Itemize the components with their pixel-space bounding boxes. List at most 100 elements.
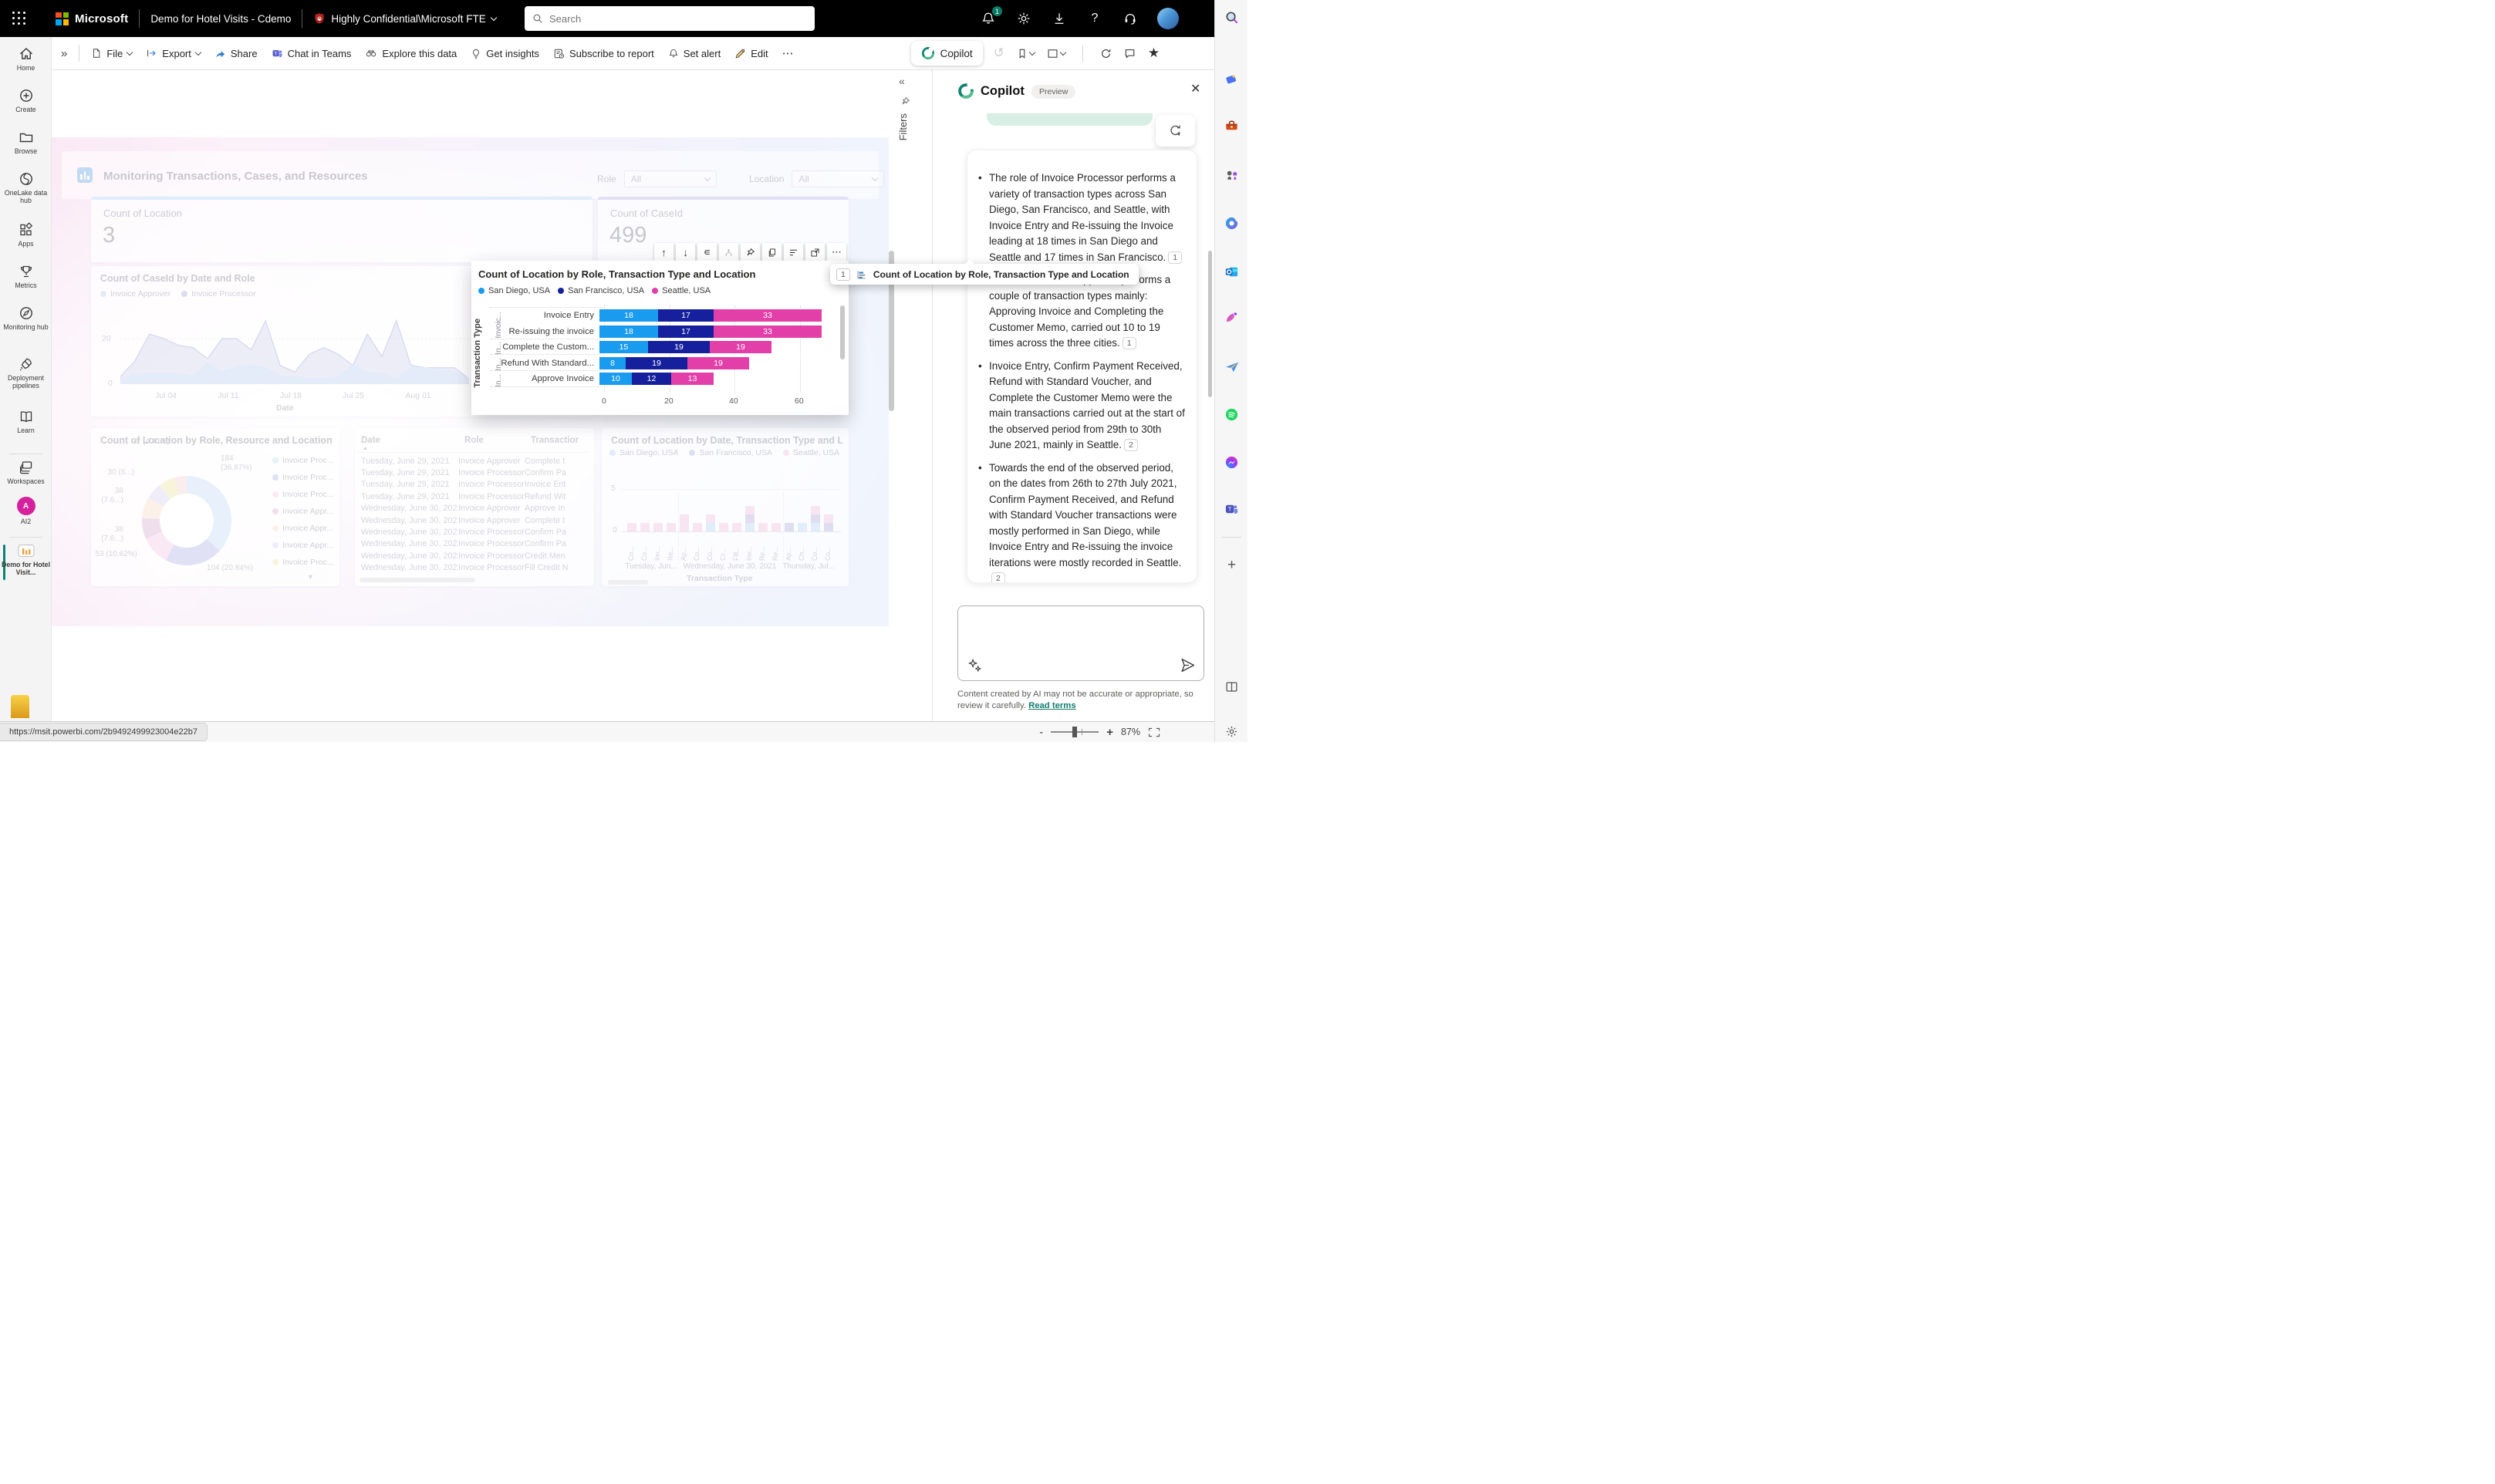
column-bar[interactable]	[730, 523, 743, 531]
column-bar[interactable]	[743, 506, 756, 531]
split-screen-icon[interactable]	[1224, 679, 1240, 695]
legend-item[interactable]: San Diego, USA	[478, 286, 550, 295]
pin-icon[interactable]	[900, 96, 910, 106]
app-launcher-icon[interactable]	[12, 12, 26, 25]
legend-more-icon[interactable]: ▼	[307, 573, 314, 581]
sidebar-item-ai2-workspace[interactable]: A AI2	[0, 497, 52, 525]
arrow-up-icon[interactable]: ↑	[654, 243, 674, 261]
sidebar-item-deployment-pipelines[interactable]: Deployment pipelines	[0, 356, 52, 390]
bar-segment[interactable]: 12	[632, 373, 671, 386]
sparkle-icon[interactable]	[967, 658, 982, 673]
location-filter-dropdown[interactable]: All	[792, 170, 885, 187]
copy-visual-icon[interactable]	[762, 243, 782, 261]
table-row[interactable]: Wednesday, June 30, 2021 Invoice Processo…	[361, 551, 566, 561]
column-chart-card[interactable]: Count of Location by Date, Transaction T…	[602, 428, 849, 586]
download-button[interactable]	[1051, 10, 1068, 27]
bar-segment[interactable]: 18	[599, 309, 658, 322]
drop-icon[interactable]	[1224, 358, 1240, 374]
drill-down-icon[interactable]: ∊	[697, 243, 717, 261]
column-bar[interactable]	[651, 523, 664, 531]
shopping-icon[interactable]	[1224, 71, 1240, 87]
column-bar[interactable]	[717, 523, 730, 531]
sidebar-item-home[interactable]: Home	[0, 46, 52, 72]
bar-segment[interactable]: 17	[658, 309, 714, 322]
refresh-button[interactable]	[1100, 48, 1112, 59]
legend-item[interactable]: Invoice Proc...	[272, 473, 333, 482]
citation-tooltip[interactable]: 1 Count of Location by Role, Transaction…	[830, 259, 1139, 285]
add-sidebar-item-icon[interactable]: +	[1227, 556, 1237, 573]
sidebar-item-monitoring-hub[interactable]: Monitoring hub	[0, 305, 52, 331]
sidebar-item-current-report[interactable]: Demo for Hotel Visit...	[0, 543, 52, 576]
citation-chip[interactable]: 1	[1122, 337, 1136, 349]
column-bar[interactable]	[690, 523, 704, 531]
table-row[interactable]: Wednesday, June 30, 2021 Invoice Approver…	[361, 515, 566, 525]
legend-item[interactable]: San Diego, USA	[609, 448, 678, 457]
messenger-icon[interactable]	[1224, 454, 1240, 470]
arrow-down-icon[interactable]: ↓	[676, 243, 695, 261]
kpi-card-count-of-location[interactable]: Count of Location 3	[91, 197, 593, 262]
sidebar-item-apps[interactable]: Apps	[0, 222, 52, 248]
toolbar-overflow-button[interactable]: ⋯	[782, 47, 795, 60]
regenerate-button[interactable]	[1156, 115, 1195, 147]
copilot-scrollbar[interactable]	[1208, 251, 1212, 397]
sensitivity-label[interactable]: Highly Confidential\Microsoft FTE	[313, 12, 497, 25]
sidebar-item-browse[interactable]: Browse	[0, 130, 52, 155]
help-button[interactable]: ?	[1091, 12, 1099, 25]
table-row[interactable]: Wednesday, June 30, 2021 Invoice Processo…	[361, 539, 567, 549]
table-row[interactable]: Wednesday, June 30, 2021 Invoice Processo…	[361, 528, 567, 538]
bar-segment[interactable]: 33	[714, 309, 822, 322]
get-insights-button[interactable]: Get insights	[464, 43, 546, 64]
donut-chart-card[interactable]: Count of Location by Role, Resource and …	[91, 428, 339, 586]
notifications-button[interactable]: 1	[980, 5, 1003, 27]
sidebar-item-learn[interactable]: Learn	[0, 409, 52, 434]
bar-segment[interactable]: 10	[599, 373, 632, 386]
column-bar[interactable]	[756, 523, 769, 531]
games-icon[interactable]	[1224, 167, 1240, 184]
legend-item[interactable]: Invoice Appr...	[272, 507, 333, 516]
column-bar[interactable]	[769, 523, 782, 531]
column-horizontal-scrollbar[interactable]	[608, 580, 648, 585]
bar-segment[interactable]: 8	[599, 356, 626, 369]
bar-segment[interactable]: 17	[658, 325, 714, 338]
microsoft-365-icon[interactable]	[1224, 215, 1240, 231]
teams-sidebar-icon[interactable]: T	[1224, 501, 1240, 518]
column-bar[interactable]	[664, 523, 677, 531]
copilot-input[interactable]	[966, 612, 1196, 654]
bar-segment[interactable]: 13	[671, 373, 714, 386]
legend-item[interactable]: San Francisco, USA	[558, 286, 644, 295]
user-avatar[interactable]	[1157, 8, 1179, 29]
read-terms-link[interactable]: Read terms	[1028, 700, 1076, 710]
legend-item[interactable]: Invoice Proc...	[272, 456, 333, 465]
column-bar[interactable]	[795, 523, 809, 531]
citation-chip[interactable]: 1	[1168, 251, 1183, 264]
popup-chart-scrollbar[interactable]	[840, 305, 845, 359]
comments-button[interactable]	[1124, 48, 1136, 59]
table-card[interactable]: Date Role Transactior ▲ Tuesday, June 29…	[355, 428, 594, 586]
table-row[interactable]: Tuesday, June 29, 2021 Invoice Processor C…	[361, 468, 567, 478]
filters-pane-label[interactable]: Filters	[897, 113, 909, 141]
edit-button[interactable]: Edit	[728, 43, 775, 64]
bar-segment[interactable]: 19	[687, 356, 749, 369]
sidebar-item-metrics[interactable]: Metrics	[0, 264, 52, 289]
expand-filters-icon[interactable]: «	[899, 75, 905, 87]
sidebar-item-onelake[interactable]: OneLake data hub	[0, 171, 52, 204]
tools-icon[interactable]	[1224, 117, 1240, 133]
focused-visual-popup[interactable]: Count of Location by Role, Transaction T…	[471, 261, 849, 415]
legend-item[interactable]: Invoice Appr...	[272, 541, 333, 550]
open-in-focus-icon[interactable]	[805, 243, 825, 261]
column-bar[interactable]	[638, 523, 651, 531]
microsoft-logo[interactable]: Microsoft	[56, 12, 128, 25]
close-copilot-icon[interactable]: ✕	[1190, 83, 1201, 96]
copilot-toggle-button[interactable]: Copilot	[910, 41, 983, 66]
visual-more-options-icon[interactable]: ⋯	[827, 243, 846, 261]
role-filter-dropdown[interactable]: All	[623, 170, 717, 187]
column-bar[interactable]	[677, 514, 690, 531]
citation-chip[interactable]: 2	[1123, 439, 1138, 451]
sidebar-item-workspaces[interactable]: Workspaces	[0, 460, 52, 485]
share-button[interactable]: Share	[208, 43, 265, 64]
legend-item[interactable]: Invoice Proc...	[272, 558, 333, 567]
zoom-slider-thumb[interactable]	[1072, 727, 1078, 737]
reset-view-button[interactable]: ↺	[993, 46, 1004, 60]
table-horizontal-scrollbar[interactable]	[360, 578, 475, 582]
legend-item[interactable]: Seattle, USA	[652, 286, 711, 295]
